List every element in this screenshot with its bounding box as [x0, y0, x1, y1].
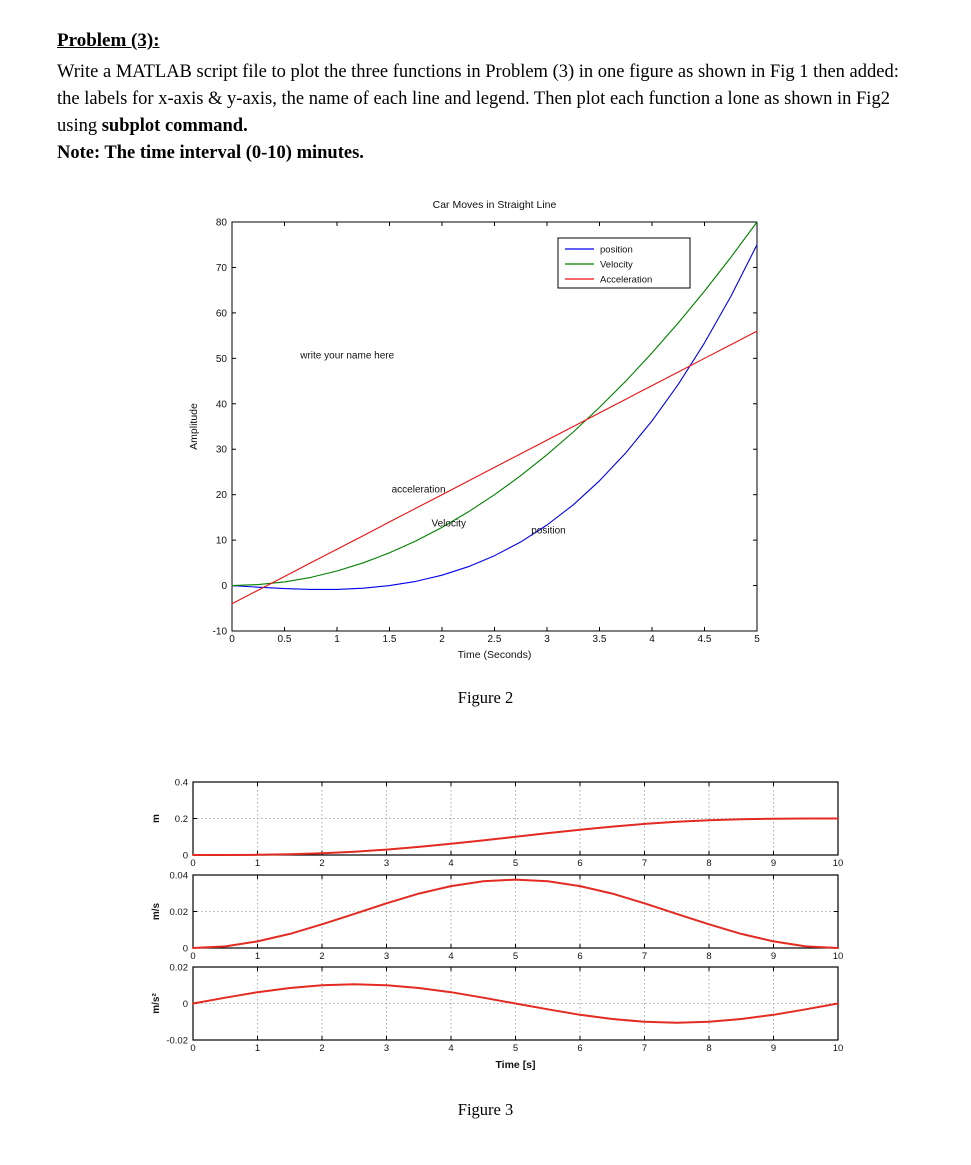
- svg-text:-0.02: -0.02: [166, 1036, 188, 1047]
- svg-text:10: 10: [833, 951, 844, 962]
- svg-text:9: 9: [771, 951, 776, 962]
- svg-text:70: 70: [216, 263, 228, 274]
- svg-text:1: 1: [255, 951, 260, 962]
- svg-text:6: 6: [577, 858, 582, 869]
- problem-statement: Problem (3): Write a MATLAB script file …: [57, 30, 919, 167]
- svg-text:-10: -10: [213, 627, 228, 638]
- svg-text:10: 10: [833, 858, 844, 869]
- svg-text:Time (Seconds): Time (Seconds): [458, 649, 532, 661]
- svg-text:0: 0: [190, 858, 195, 869]
- svg-text:1.5: 1.5: [383, 634, 397, 645]
- svg-text:1: 1: [255, 1043, 260, 1054]
- svg-text:m: m: [151, 814, 162, 823]
- svg-text:0: 0: [190, 1043, 195, 1054]
- svg-text:60: 60: [216, 308, 228, 319]
- svg-text:Velocity: Velocity: [432, 518, 466, 529]
- svg-text:3: 3: [384, 951, 389, 962]
- svg-text:10: 10: [216, 536, 228, 547]
- svg-text:0.02: 0.02: [170, 907, 189, 918]
- svg-text:2.5: 2.5: [488, 634, 502, 645]
- svg-text:0: 0: [183, 999, 188, 1010]
- problem-body: Write a MATLAB script file to plot the t…: [57, 59, 919, 140]
- figure2-matlab-plot: 0 0.5 1 1.5 2 2.5 3 3.5 4 4.5 5-100102030405060708…: [188, 199, 760, 661]
- svg-text:m/s: m/s: [151, 902, 162, 920]
- svg-text:0: 0: [190, 951, 195, 962]
- svg-text:20: 20: [216, 490, 228, 501]
- svg-text:6: 6: [577, 951, 582, 962]
- svg-text:8: 8: [706, 1043, 711, 1054]
- svg-text:2: 2: [319, 858, 324, 869]
- svg-text:Acceleration: Acceleration: [600, 275, 652, 286]
- svg-text:0: 0: [183, 944, 188, 955]
- svg-text:Car Moves in Straight Line: Car Moves in Straight Line: [433, 199, 557, 211]
- svg-text:6: 6: [577, 1043, 582, 1054]
- svg-text:7: 7: [642, 951, 647, 962]
- svg-text:2: 2: [439, 634, 445, 645]
- problem-note: Note: The time interval (0-10) minutes.: [57, 143, 364, 163]
- svg-text:write your name here: write your name here: [299, 350, 394, 361]
- svg-text:3: 3: [384, 1043, 389, 1054]
- svg-text:40: 40: [216, 399, 228, 410]
- svg-text:m/s²: m/s²: [151, 993, 162, 1014]
- svg-text:0: 0: [183, 851, 188, 862]
- svg-text:5: 5: [513, 858, 518, 869]
- svg-text:0.02: 0.02: [170, 963, 189, 974]
- svg-text:0.4: 0.4: [175, 778, 188, 789]
- svg-text:0: 0: [221, 581, 227, 592]
- svg-text:5: 5: [513, 1043, 518, 1054]
- svg-text:50: 50: [216, 354, 228, 365]
- svg-text:8: 8: [706, 951, 711, 962]
- svg-text:0: 0: [229, 634, 235, 645]
- svg-text:8: 8: [706, 858, 711, 869]
- figure3-caption: Figure 3: [457, 1100, 514, 1119]
- svg-text:7: 7: [642, 1043, 647, 1054]
- svg-text:5: 5: [754, 634, 760, 645]
- figure2-caption: Figure 2: [457, 688, 514, 707]
- svg-text:Time [s]: Time [s]: [495, 1059, 535, 1071]
- problem-heading: Problem (3):: [57, 30, 160, 51]
- svg-text:10: 10: [833, 1043, 844, 1054]
- svg-text:acceleration: acceleration: [392, 484, 446, 495]
- svg-text:3: 3: [544, 634, 550, 645]
- svg-text:0.04: 0.04: [170, 871, 189, 882]
- svg-text:4.5: 4.5: [698, 634, 712, 645]
- svg-text:4: 4: [448, 858, 453, 869]
- svg-text:Amplitude: Amplitude: [188, 403, 200, 450]
- svg-text:9: 9: [771, 858, 776, 869]
- svg-text:2: 2: [319, 951, 324, 962]
- svg-text:2: 2: [319, 1043, 324, 1054]
- svg-text:4: 4: [649, 634, 655, 645]
- svg-text:position: position: [600, 245, 633, 256]
- svg-text:position: position: [531, 525, 565, 536]
- svg-text:0.2: 0.2: [175, 814, 188, 825]
- svg-text:Velocity: Velocity: [600, 260, 633, 271]
- svg-text:1: 1: [334, 634, 340, 645]
- svg-text:80: 80: [216, 218, 228, 229]
- svg-text:4: 4: [448, 1043, 453, 1054]
- svg-text:4: 4: [448, 951, 453, 962]
- svg-text:1: 1: [255, 858, 260, 869]
- svg-text:3: 3: [384, 858, 389, 869]
- svg-text:5: 5: [513, 951, 518, 962]
- svg-text:30: 30: [216, 445, 228, 456]
- problem-body-text: Write a MATLAB script file to plot the t…: [57, 62, 899, 136]
- svg-text:0.5: 0.5: [278, 634, 292, 645]
- svg-text:3.5: 3.5: [593, 634, 607, 645]
- svg-text:7: 7: [642, 858, 647, 869]
- problem-body-bold: subplot command.: [101, 116, 248, 136]
- svg-text:9: 9: [771, 1043, 776, 1054]
